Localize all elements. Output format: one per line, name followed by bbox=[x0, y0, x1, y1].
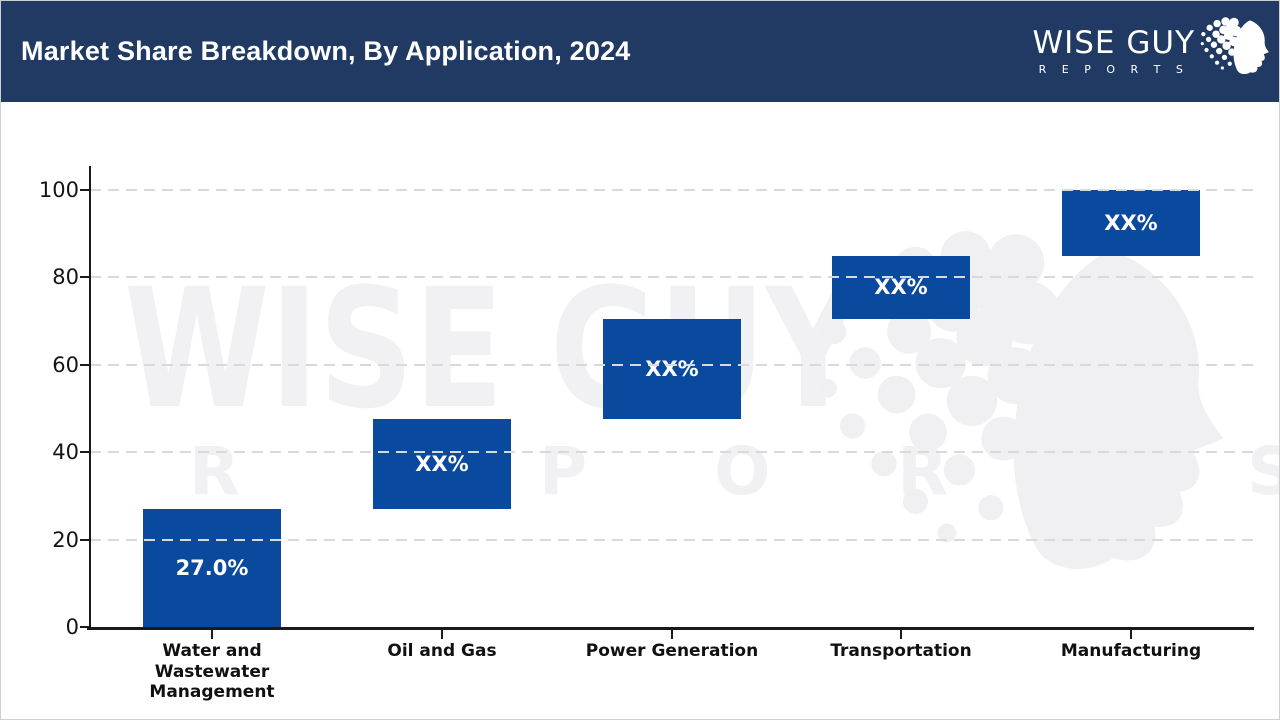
bar-value-label: 27.0% bbox=[175, 555, 249, 580]
header-band: Market Share Breakdown, By Application, … bbox=[1, 1, 1279, 102]
y-tick-label: 100 bbox=[38, 178, 79, 202]
x-tick-mark bbox=[211, 630, 213, 639]
y-tick-mark bbox=[80, 451, 89, 454]
x-category-label: Water and Wastewater Management bbox=[149, 641, 275, 703]
logo-sub-text: R E P O R T S bbox=[1038, 63, 1189, 76]
watermark-wise-guy: WISE GUY bbox=[124, 253, 862, 445]
bar-power-generation: XX% bbox=[603, 318, 741, 420]
y-tick-mark bbox=[80, 538, 89, 541]
y-tick-mark bbox=[80, 363, 89, 366]
y-tick-label: 40 bbox=[52, 440, 79, 465]
x-axis-line bbox=[87, 627, 1254, 630]
x-tick-mark bbox=[900, 630, 902, 639]
wise-guy-reports-logo: WISE GUY R E P O R T S bbox=[1032, 15, 1271, 89]
y-tick-mark bbox=[80, 189, 89, 191]
x-category-label: Manufacturing bbox=[1060, 641, 1202, 661]
page-title: Market Share Breakdown, By Application, … bbox=[21, 36, 631, 66]
x-tick-mark bbox=[671, 630, 673, 639]
gridline-60 bbox=[90, 363, 1254, 366]
y-tick-mark bbox=[80, 626, 89, 628]
gridline-20 bbox=[90, 538, 1254, 541]
bar-water-and-wastewater-management: 27.0% bbox=[143, 509, 281, 627]
y-tick-mark bbox=[80, 276, 89, 279]
bar-value-label: XX% bbox=[645, 357, 699, 382]
y-tick-label: 80 bbox=[52, 265, 79, 290]
y-tick-label: 20 bbox=[52, 527, 79, 552]
x-tick-mark bbox=[441, 630, 443, 639]
x-category-label: Transportation bbox=[830, 641, 972, 661]
bar-value-label: XX% bbox=[1104, 210, 1158, 235]
y-tick-label: 0 bbox=[65, 615, 79, 639]
watermark-dotted-face-icon bbox=[796, 211, 1236, 645]
logo-text: WISE GUY R E P O R T S bbox=[1032, 25, 1195, 76]
x-category-label: Power Generation bbox=[585, 641, 759, 661]
gridline-100 bbox=[90, 189, 1254, 191]
y-tick-label: 60 bbox=[52, 352, 79, 377]
gridline-80 bbox=[90, 276, 1254, 279]
bar-value-label: XX% bbox=[415, 452, 469, 477]
bar-manufacturing: XX% bbox=[1062, 190, 1200, 256]
bar-transportation: XX% bbox=[832, 255, 970, 319]
dotted-face-logo-icon bbox=[1197, 15, 1271, 89]
y-axis-line bbox=[89, 166, 91, 630]
x-category-label: Oil and Gas bbox=[387, 641, 497, 661]
bar-value-label: XX% bbox=[874, 275, 928, 300]
logo-name-text: WISE GUY bbox=[1032, 25, 1195, 61]
x-tick-mark bbox=[1130, 630, 1132, 639]
bar-oil-and-gas: XX% bbox=[373, 419, 511, 509]
gridline-40 bbox=[90, 451, 1254, 454]
